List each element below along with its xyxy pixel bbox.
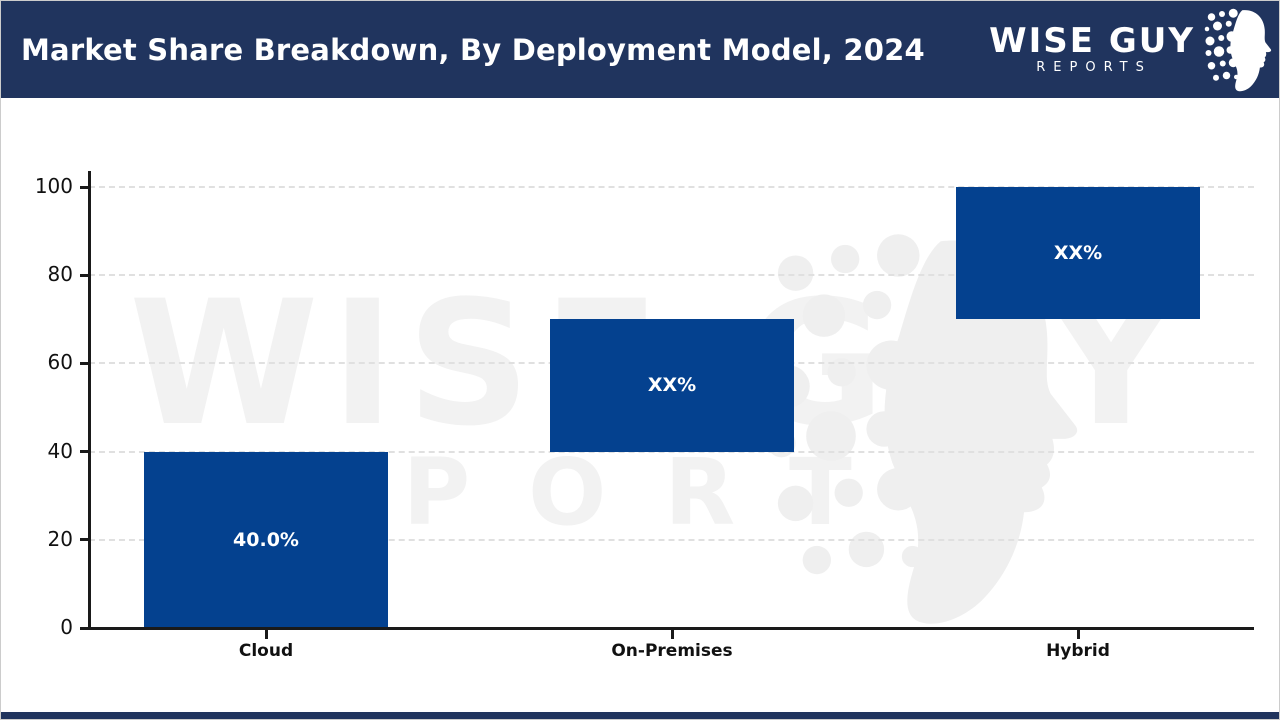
bar-cloud: 40.0% xyxy=(144,451,388,628)
page-title: Market Share Breakdown, By Deployment Mo… xyxy=(21,32,925,67)
wise-guy-logo: WISE GUY REPORTS xyxy=(989,1,1273,98)
bar-on-premises: XX% xyxy=(550,319,794,452)
footer-bar xyxy=(1,712,1279,719)
y-tick-mark xyxy=(80,626,89,630)
bar-value-label: 40.0% xyxy=(233,528,299,551)
y-tick-label: 20 xyxy=(47,526,73,551)
y-tick-label: 60 xyxy=(47,350,73,375)
y-tick-label: 0 xyxy=(60,615,73,639)
watermark-face-icon xyxy=(763,234,1078,624)
x-tick-mark xyxy=(670,630,674,639)
y-tick-label: 100 xyxy=(34,174,73,198)
x-tick-mark xyxy=(264,630,268,639)
y-gridline xyxy=(89,186,1254,188)
y-tick-mark xyxy=(80,273,89,277)
x-tick-label: On-Premises xyxy=(611,641,733,661)
logo-wordmark: WISE GUY xyxy=(989,21,1195,61)
bar-value-label: XX% xyxy=(1053,242,1103,265)
x-tick-label: Cloud xyxy=(238,641,294,661)
y-tick-mark xyxy=(80,185,89,189)
bar-value-label: XX% xyxy=(647,374,697,397)
x-tick-mark xyxy=(1076,630,1080,639)
y-tick-mark xyxy=(80,361,89,365)
logo-text: WISE GUY REPORTS xyxy=(989,24,1195,75)
y-tick-label: 40 xyxy=(47,438,73,463)
x-tick-label: Hybrid xyxy=(1046,641,1110,661)
logo-subtitle: REPORTS xyxy=(1036,60,1152,75)
y-axis-spine xyxy=(88,171,91,630)
y-tick-mark xyxy=(80,538,89,542)
y-gridline xyxy=(89,538,1254,541)
header-bar: Market Share Breakdown, By Deployment Mo… xyxy=(1,1,1279,98)
y-tick-mark xyxy=(80,450,89,454)
bar-hybrid: XX% xyxy=(956,187,1200,320)
x-axis-spine xyxy=(88,627,1254,630)
face-profile-dots-icon xyxy=(1204,8,1272,91)
y-tick-label: 80 xyxy=(47,262,73,287)
y-gridline xyxy=(89,274,1254,277)
y-gridline xyxy=(89,450,1254,453)
